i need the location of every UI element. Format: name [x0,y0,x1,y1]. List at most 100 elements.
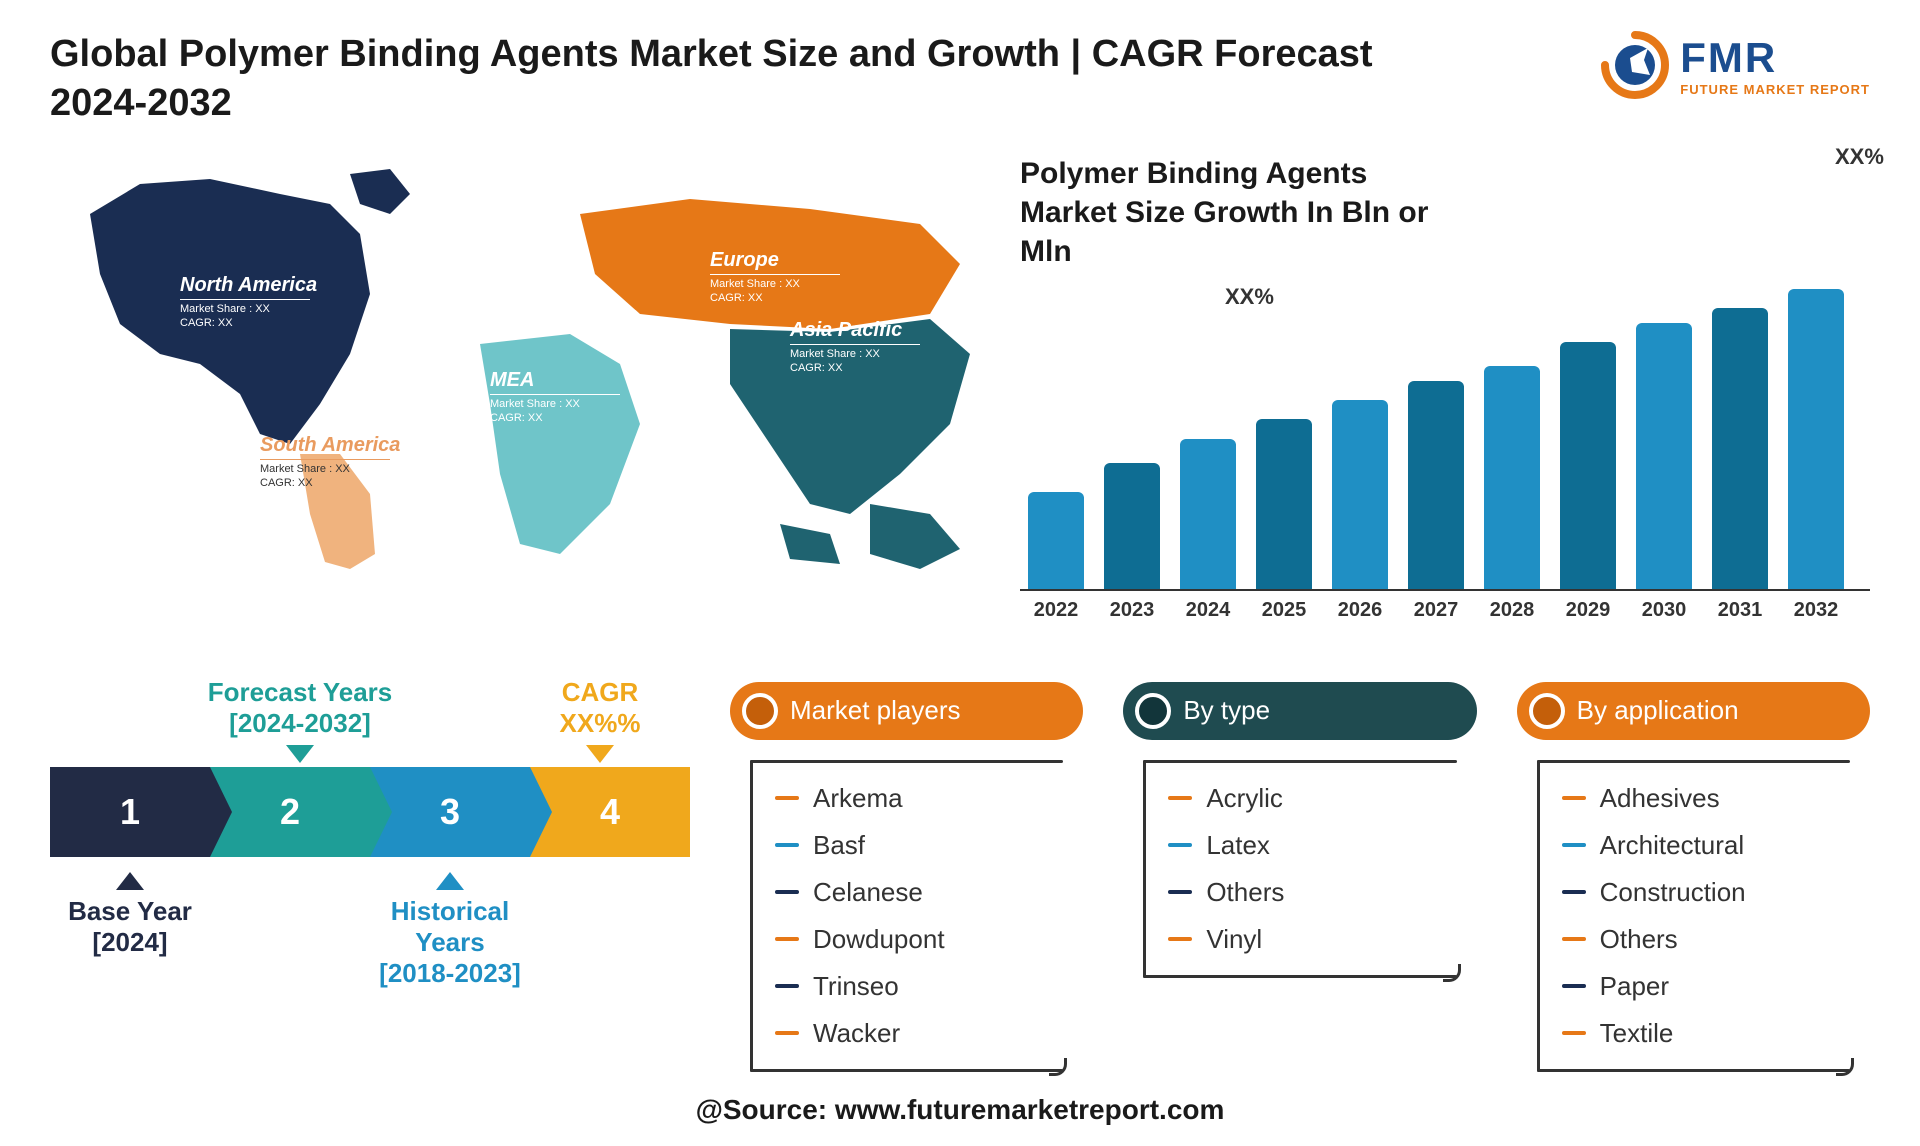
tick-icon [1168,890,1192,894]
tick-icon [775,796,799,800]
list-item-text: Latex [1206,830,1270,861]
tick-icon [1562,984,1586,988]
list-item: Adhesives [1562,775,1850,822]
bar-label-2023: 2023 [1101,599,1163,622]
map-region-mea: MEAMarket Share : XXCAGR: XX [490,369,620,426]
list-item: Others [1168,869,1456,916]
market-players-column: Market players Arkema Basf Celanese Dowdupon… [730,682,1083,1072]
bar-2029 [1557,342,1619,589]
list-item-text: Dowdupont [813,924,945,955]
list-item: Acrylic [1168,775,1456,822]
bullet-icon [742,693,778,729]
bar-2024 [1177,439,1239,589]
bar-2032 [1785,289,1847,589]
by-type-column: By type Acrylic Latex Others Vinyl [1123,682,1476,978]
list-item-text: Adhesives [1600,783,1720,814]
list-item: Latex [1168,822,1456,869]
map-region-south-america: South AmericaMarket Share : XXCAGR: XX [260,434,400,491]
timeline: Forecast Years [2024-2032] CAGR XX%% 123… [50,682,690,990]
tick-icon [775,890,799,894]
logo-text-sub: FUTURE MARKET REPORT [1680,82,1870,97]
tick-icon [1168,796,1192,800]
list-item-text: Vinyl [1206,924,1262,955]
list-item-text: Textile [1600,1018,1674,1049]
list-item: Others [1562,916,1850,963]
cagr-label: CAGR [562,677,639,707]
category-header: Market players [730,682,1083,740]
list-item-text: Others [1600,924,1678,955]
chart-annotation-1: XX% [1225,284,1274,310]
list-item: Paper [1562,963,1850,1010]
tick-icon [775,937,799,941]
category-header-text: By application [1577,695,1739,726]
tick-icon [1562,937,1586,941]
hist-label: Historical Years [391,896,510,957]
category-header-text: By type [1183,695,1270,726]
category-list: Adhesives Architectural Construction Others… [1517,760,1870,1072]
bar-2023 [1101,463,1163,589]
timeline-segment-3: 3 [370,767,530,857]
list-item: Textile [1562,1010,1850,1057]
timeline-segment-4: 4 [530,767,690,857]
bar-2022 [1025,492,1087,589]
category-header: By application [1517,682,1870,740]
map-region-europe: EuropeMarket Share : XXCAGR: XX [710,249,840,306]
tick-icon [1562,1031,1586,1035]
tick-icon [1168,937,1192,941]
category-header-text: Market players [790,695,961,726]
list-item-text: Acrylic [1206,783,1283,814]
by-application-column: By application Adhesives Architectural Cons… [1517,682,1870,1072]
list-item-text: Celanese [813,877,923,908]
bar-label-2031: 2031 [1709,599,1771,622]
tick-icon [775,984,799,988]
list-item-text: Basf [813,830,865,861]
list-item: Construction [1562,869,1850,916]
bar-2025 [1253,419,1315,588]
category-header: By type [1123,682,1476,740]
list-item: Architectural [1562,822,1850,869]
list-item-text: Arkema [813,783,903,814]
source-attribution: @Source: www.futuremarketreport.com [0,1094,1920,1126]
tick-icon [775,843,799,847]
bar-label-2027: 2027 [1405,599,1467,622]
category-list: Arkema Basf Celanese Dowdupont Trinseo Wacker [730,760,1083,1072]
tick-icon [1168,843,1192,847]
hist-range: [2018-2023] [379,958,521,988]
bar-label-2024: 2024 [1177,599,1239,622]
list-item: Arkema [775,775,1063,822]
bar-2027 [1405,381,1467,589]
chart-annotation-2: XX% [1835,144,1884,170]
bar-label-2030: 2030 [1633,599,1695,622]
tick-icon [1562,890,1586,894]
bar-2031 [1709,308,1771,589]
page-title: Global Polymer Binding Agents Market Siz… [50,30,1450,129]
list-item-text: Trinseo [813,971,899,1002]
list-item-text: Architectural [1600,830,1745,861]
logo: FMR FUTURE MARKET REPORT [1600,30,1870,100]
bar-2028 [1481,366,1543,589]
list-item: Dowdupont [775,916,1063,963]
bar-label-2028: 2028 [1481,599,1543,622]
list-item: Basf [775,822,1063,869]
tick-icon [775,1031,799,1035]
cagr-value: XX%% [560,708,641,738]
bar-2030 [1633,323,1695,589]
list-item-text: Wacker [813,1018,900,1049]
map-region-north-america: North AmericaMarket Share : XXCAGR: XX [180,274,317,331]
list-item: Trinseo [775,963,1063,1010]
bar-label-2032: 2032 [1785,599,1847,622]
list-item: Celanese [775,869,1063,916]
bar-label-2022: 2022 [1025,599,1087,622]
bullet-icon [1529,693,1565,729]
chart-title: Polymer Binding Agents Market Size Growt… [1020,154,1440,271]
list-item: Wacker [775,1010,1063,1057]
bar-label-2025: 2025 [1253,599,1315,622]
timeline-segment-1: 1 [50,767,210,857]
forecast-range: [2024-2032] [229,708,371,738]
tick-icon [1562,843,1586,847]
logo-text-main: FMR [1680,34,1870,82]
list-item-text: Construction [1600,877,1746,908]
growth-chart: Polymer Binding Agents Market Size Growt… [1020,154,1870,622]
list-item-text: Paper [1600,971,1669,1002]
bar-label-2029: 2029 [1557,599,1619,622]
